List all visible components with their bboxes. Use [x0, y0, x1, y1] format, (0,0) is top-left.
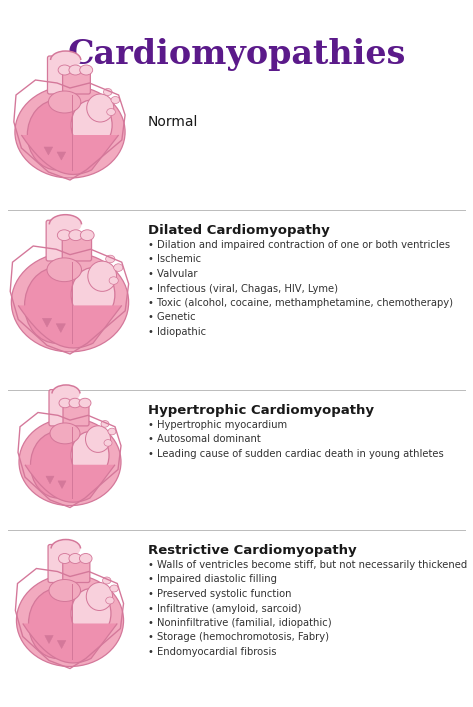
Ellipse shape — [27, 100, 87, 170]
Text: Restrictive Cardiomyopathy: Restrictive Cardiomyopathy — [148, 544, 357, 557]
PathPatch shape — [23, 624, 117, 663]
Ellipse shape — [109, 276, 118, 284]
Text: • Toxic (alcohol, cocaine, methamphetamine, chemotherapy): • Toxic (alcohol, cocaine, methamphetami… — [148, 298, 453, 308]
Ellipse shape — [19, 419, 121, 506]
Ellipse shape — [25, 268, 88, 343]
Text: Hypertrophic Cardiomyopathy: Hypertrophic Cardiomyopathy — [148, 404, 374, 417]
Ellipse shape — [69, 554, 81, 563]
Ellipse shape — [110, 585, 118, 592]
Text: • Autosomal dominant: • Autosomal dominant — [148, 435, 261, 445]
Ellipse shape — [57, 230, 71, 240]
Ellipse shape — [69, 230, 83, 240]
Ellipse shape — [11, 252, 129, 352]
Text: • Leading cause of sudden cardiac death in young athletes: • Leading cause of sudden cardiac death … — [148, 449, 444, 459]
PathPatch shape — [21, 135, 119, 175]
Ellipse shape — [104, 440, 112, 446]
Ellipse shape — [105, 597, 114, 604]
Ellipse shape — [59, 398, 71, 408]
Ellipse shape — [69, 65, 82, 75]
Ellipse shape — [30, 431, 86, 498]
Polygon shape — [56, 324, 65, 332]
Ellipse shape — [87, 94, 114, 122]
FancyBboxPatch shape — [48, 544, 67, 583]
Ellipse shape — [88, 261, 116, 291]
Polygon shape — [57, 641, 66, 648]
Ellipse shape — [79, 554, 92, 563]
Polygon shape — [46, 476, 54, 484]
Polygon shape — [44, 147, 53, 155]
Ellipse shape — [69, 398, 81, 408]
Ellipse shape — [47, 258, 81, 281]
Ellipse shape — [51, 51, 81, 69]
PathPatch shape — [18, 305, 122, 348]
Text: • Infectious (viral, Chagas, HIV, Lyme): • Infectious (viral, Chagas, HIV, Lyme) — [148, 284, 338, 293]
Ellipse shape — [101, 421, 109, 427]
FancyBboxPatch shape — [46, 221, 66, 261]
FancyBboxPatch shape — [47, 56, 67, 94]
Ellipse shape — [71, 100, 112, 150]
Ellipse shape — [80, 230, 94, 240]
Text: • Idiopathic: • Idiopathic — [148, 327, 206, 337]
FancyBboxPatch shape — [63, 401, 89, 426]
Ellipse shape — [80, 65, 93, 75]
Ellipse shape — [51, 539, 80, 558]
Text: • Impaired diastolic filling: • Impaired diastolic filling — [148, 575, 277, 585]
Text: • Endomyocardial fibrosis: • Endomyocardial fibrosis — [148, 647, 277, 657]
PathPatch shape — [25, 464, 115, 502]
Ellipse shape — [86, 583, 113, 611]
Ellipse shape — [114, 264, 123, 271]
Ellipse shape — [111, 96, 120, 103]
FancyBboxPatch shape — [49, 390, 67, 426]
Ellipse shape — [105, 255, 115, 263]
Text: • Preserved systolic function: • Preserved systolic function — [148, 589, 291, 599]
Ellipse shape — [28, 588, 86, 658]
Ellipse shape — [50, 423, 80, 444]
Polygon shape — [58, 481, 66, 489]
Text: • Valvular: • Valvular — [148, 269, 198, 279]
Text: • Infiltrative (amyloid, sarcoid): • Infiltrative (amyloid, sarcoid) — [148, 604, 301, 614]
Text: • Genetic: • Genetic — [148, 312, 196, 322]
Text: • Noninfiltrative (familial, idiopathic): • Noninfiltrative (familial, idiopathic) — [148, 618, 332, 628]
Text: Normal: Normal — [148, 115, 198, 129]
FancyBboxPatch shape — [62, 233, 92, 261]
Ellipse shape — [104, 88, 112, 95]
Ellipse shape — [107, 108, 115, 115]
Text: Cardiomyopathies: Cardiomyopathies — [67, 38, 406, 71]
Ellipse shape — [58, 65, 71, 75]
Ellipse shape — [103, 577, 111, 584]
Polygon shape — [45, 636, 53, 643]
Ellipse shape — [79, 398, 91, 408]
Ellipse shape — [71, 588, 111, 638]
Ellipse shape — [49, 580, 80, 602]
Ellipse shape — [17, 575, 123, 667]
Ellipse shape — [71, 268, 115, 322]
Text: • Hypertrophic myocardium: • Hypertrophic myocardium — [148, 420, 287, 430]
Ellipse shape — [48, 91, 81, 113]
Text: • Walls of ventricles become stiff, but not necessarily thickened: • Walls of ventricles become stiff, but … — [148, 560, 467, 570]
FancyBboxPatch shape — [63, 556, 90, 583]
FancyBboxPatch shape — [62, 68, 90, 94]
Text: • Ischemic: • Ischemic — [148, 255, 201, 264]
Ellipse shape — [86, 426, 111, 452]
Ellipse shape — [108, 428, 116, 435]
Ellipse shape — [49, 215, 81, 234]
Text: • Dilation and impaired contraction of one or both ventricles: • Dilation and impaired contraction of o… — [148, 240, 450, 250]
Ellipse shape — [52, 385, 80, 402]
Ellipse shape — [71, 431, 109, 479]
Ellipse shape — [59, 554, 71, 563]
Polygon shape — [43, 318, 52, 327]
Text: Dilated Cardiomyopathy: Dilated Cardiomyopathy — [148, 224, 330, 237]
Text: • Storage (hemochromotosis, Fabry): • Storage (hemochromotosis, Fabry) — [148, 633, 329, 643]
Polygon shape — [57, 152, 66, 160]
Ellipse shape — [15, 86, 125, 178]
